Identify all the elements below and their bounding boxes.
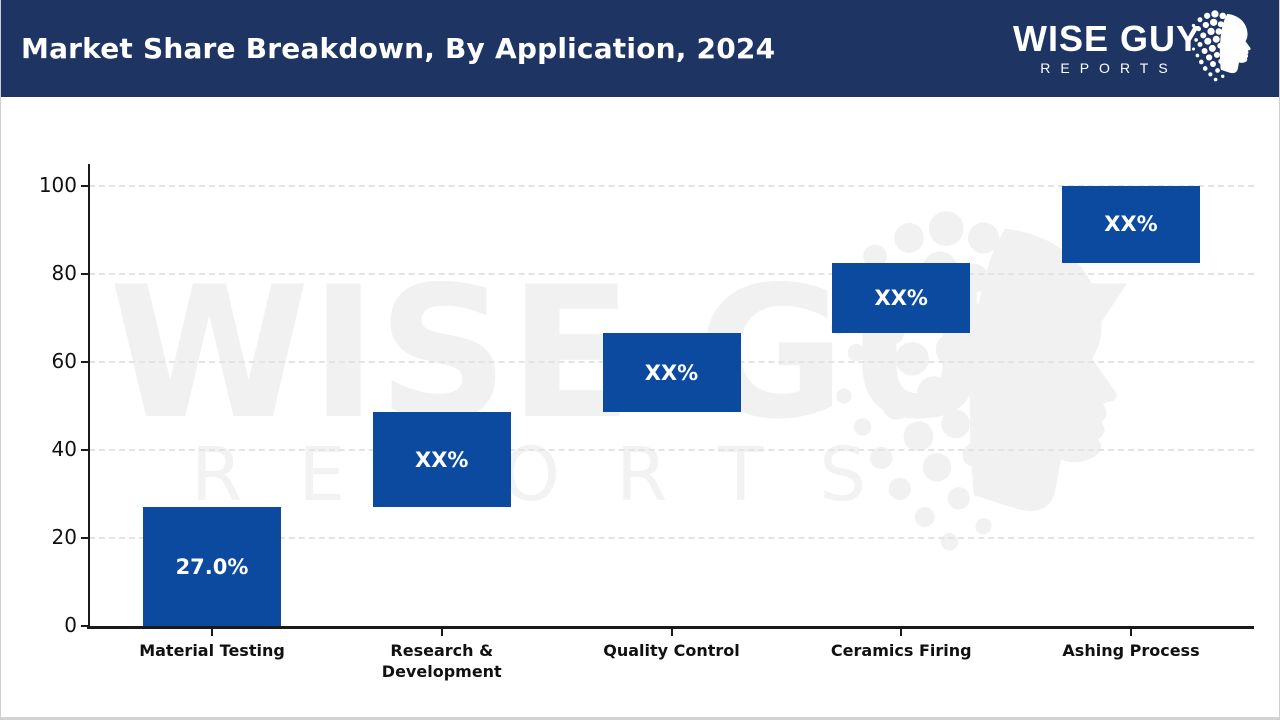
category-label: Research & Development (381, 641, 502, 681)
bar-value-label: XX% (1104, 212, 1158, 237)
logo-subtitle: REPORTS (1040, 60, 1178, 76)
gridline-40 (89, 448, 1254, 451)
x-tick (211, 628, 213, 636)
category-label: Material Testing (139, 641, 285, 660)
bar-value-label: XX% (874, 285, 928, 310)
x-tick (440, 628, 443, 636)
category-label: Ashing Process (1062, 641, 1200, 660)
y-tick-100 (81, 184, 90, 187)
y-tick-label-40: 40 (51, 436, 77, 461)
bar-value-label: 27.0% (175, 554, 249, 579)
bar-segment: XX% (832, 262, 971, 334)
y-tick-label-100: 100 (38, 172, 77, 197)
y-tick-20 (81, 536, 90, 539)
category-label: Quality Control (603, 641, 740, 660)
chart-title: Market Share Breakdown, By Application, … (21, 32, 776, 65)
x-axis (87, 626, 1254, 629)
y-tick-0 (81, 625, 90, 627)
wise-guy-logo: WISE GUY REPORTS (1013, 7, 1265, 91)
header-band: Market Share Breakdown, By Application, … (1, 0, 1279, 97)
watermark-head-profile (830, 211, 1117, 551)
category-label: Ceramics Firing (830, 641, 972, 660)
bar-segment: XX% (372, 412, 511, 508)
y-tick-label-80: 80 (51, 260, 77, 285)
logo-wordmark: WISE GUY (1012, 18, 1201, 59)
bar-segment: XX% (1062, 185, 1200, 263)
x-tick (900, 628, 903, 636)
y-tick-label-0: 0 (64, 613, 77, 637)
gridline-100 (89, 184, 1254, 187)
y-tick-label-20: 20 (51, 524, 77, 549)
x-tick (1130, 628, 1132, 636)
logo-head-profile-icon (1190, 9, 1251, 81)
logo-text: WISE GUY REPORTS (1012, 18, 1201, 77)
y-tick-40 (81, 448, 90, 451)
y-tick-80 (81, 272, 90, 275)
y-tick-60 (81, 360, 90, 363)
gridline-20 (89, 536, 1254, 539)
bar-value-label: XX% (644, 360, 699, 385)
y-axis (88, 164, 90, 629)
x-tick (670, 628, 673, 636)
bar-value-label: XX% (415, 447, 469, 472)
bar-segment: 27.0% (143, 507, 281, 626)
bar-segment: XX% (602, 333, 741, 413)
y-tick-label-60: 60 (51, 348, 77, 373)
gridline-80 (89, 272, 1254, 275)
